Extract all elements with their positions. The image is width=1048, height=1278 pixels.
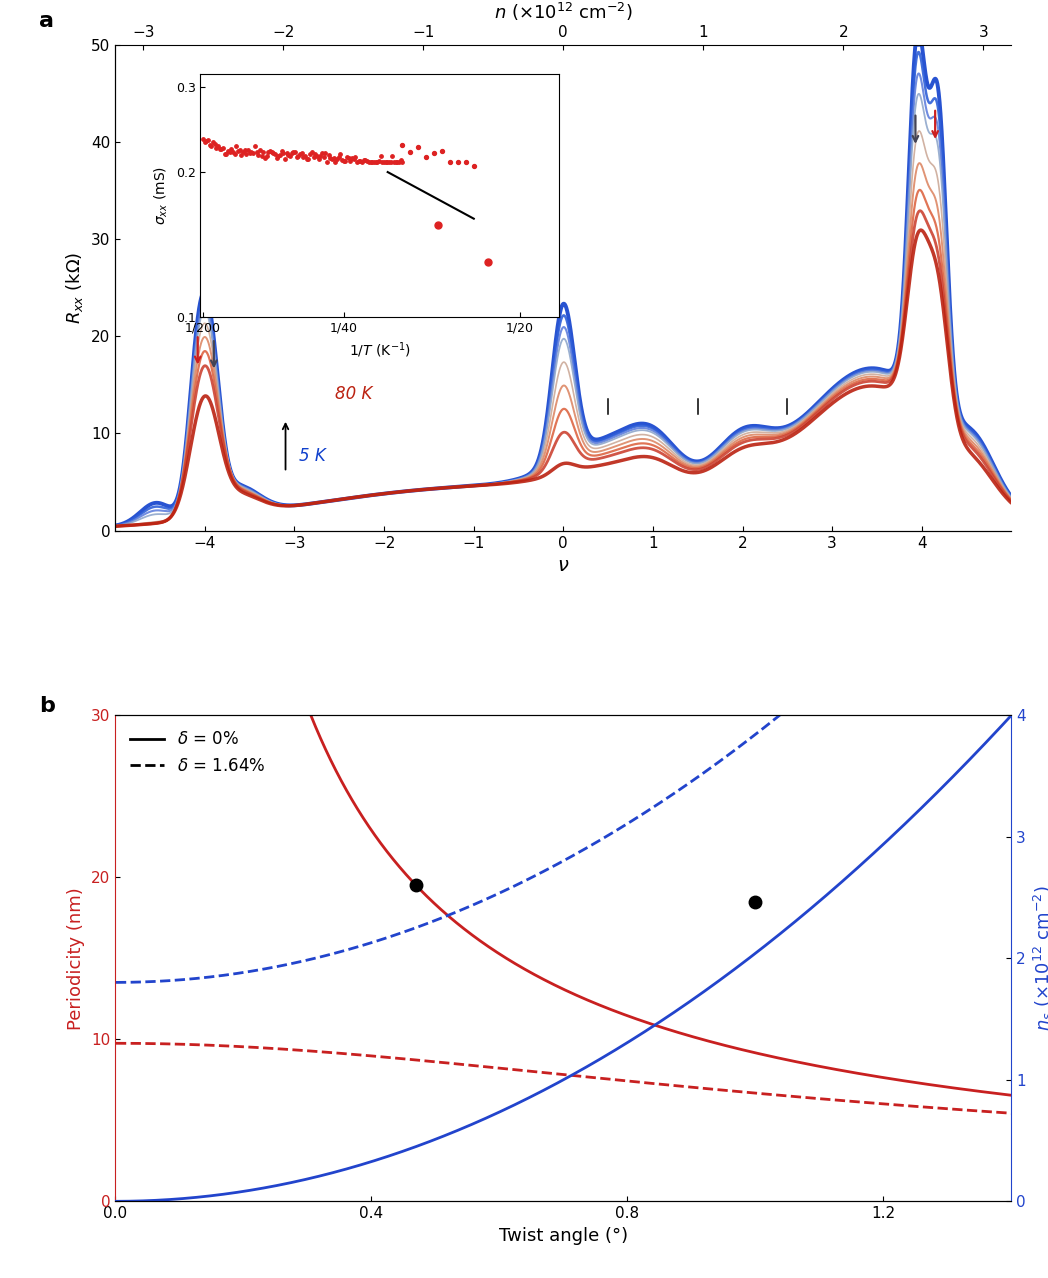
- Text: 80 K: 80 K: [334, 386, 372, 404]
- Legend: $\delta$ = 0%, $\delta$ = 1.64%: $\delta$ = 0%, $\delta$ = 1.64%: [124, 723, 272, 781]
- X-axis label: $n$ ($\times$10$^{12}$ cm$^{-2}$): $n$ ($\times$10$^{12}$ cm$^{-2}$): [494, 1, 633, 23]
- Text: 5 K: 5 K: [299, 447, 326, 465]
- X-axis label: $\nu$: $\nu$: [558, 556, 569, 575]
- Y-axis label: Periodicity (nm): Periodicity (nm): [67, 887, 86, 1030]
- Text: a: a: [39, 10, 54, 31]
- Y-axis label: $n_s$ ($\times$10$^{12}$ cm$^{-2}$): $n_s$ ($\times$10$^{12}$ cm$^{-2}$): [1031, 886, 1048, 1031]
- X-axis label: Twist angle (°): Twist angle (°): [499, 1227, 628, 1245]
- Text: b: b: [39, 697, 54, 716]
- Y-axis label: $R_{xx}$ (k$\Omega$): $R_{xx}$ (k$\Omega$): [65, 252, 86, 323]
